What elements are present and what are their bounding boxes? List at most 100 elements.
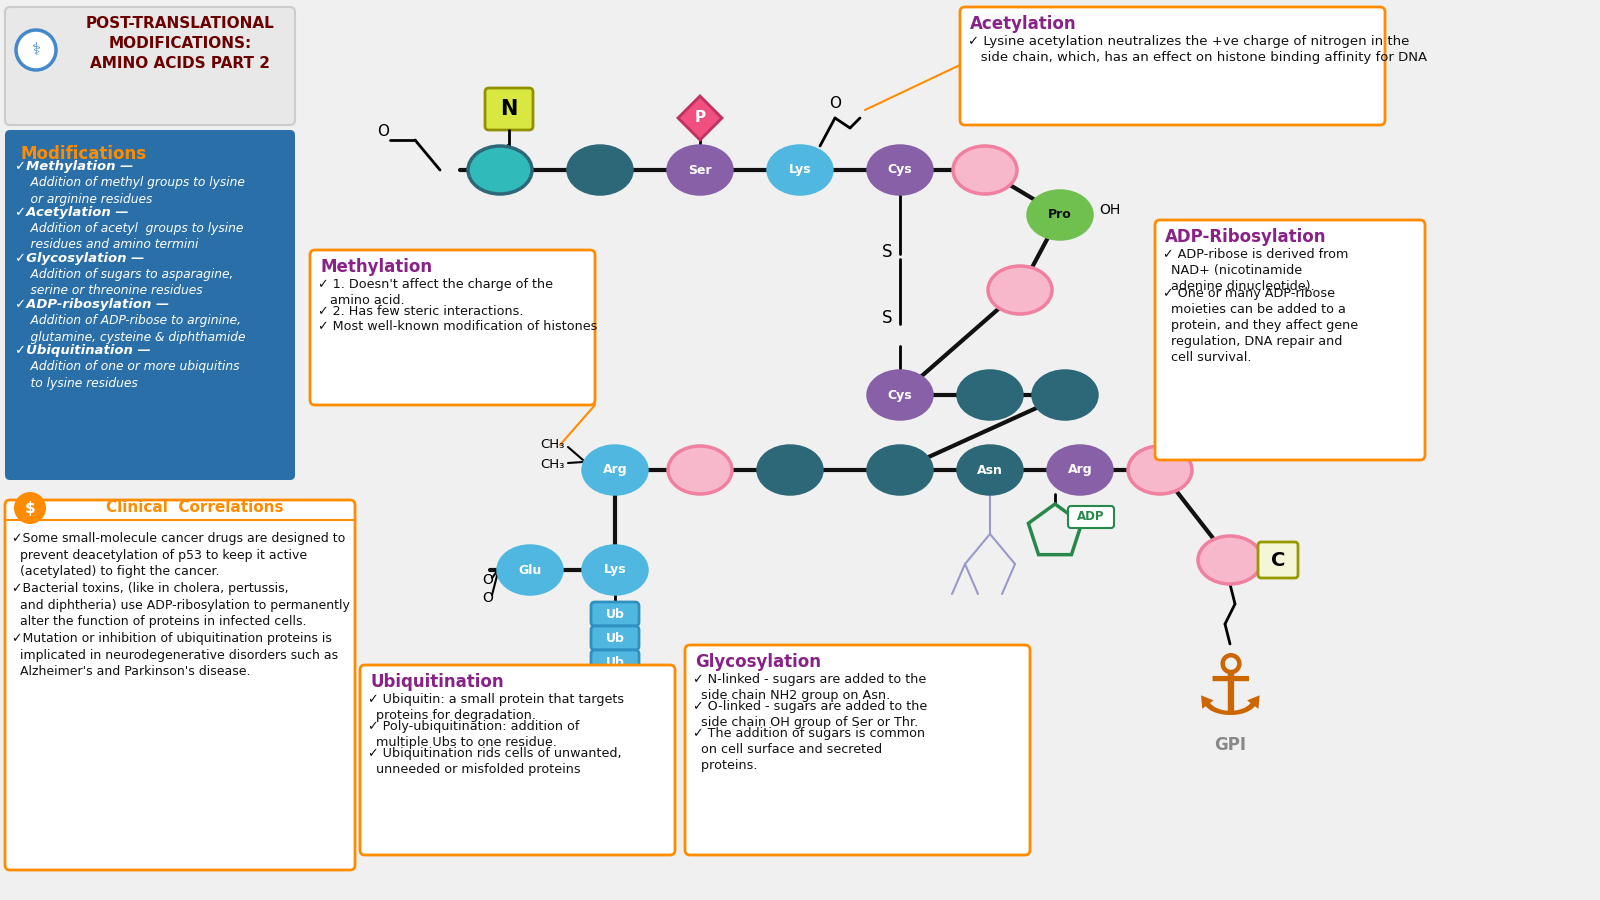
Text: ⚓: ⚓ [1192,650,1267,731]
FancyBboxPatch shape [310,250,595,405]
Ellipse shape [498,546,562,594]
Text: MODIFICATIONS:: MODIFICATIONS: [109,35,251,50]
Text: Cys: Cys [888,164,912,176]
Text: ✓ One or many ADP-ribose
  moieties can be added to a
  protein, and they affect: ✓ One or many ADP-ribose moieties can be… [1163,287,1358,364]
Ellipse shape [669,146,733,194]
FancyBboxPatch shape [485,88,533,130]
Text: Ub: Ub [605,608,624,620]
Text: CH₃: CH₃ [541,438,565,452]
Text: O: O [378,124,389,140]
Text: ✓ Most well-known modification of histones: ✓ Most well-known modification of histon… [318,320,597,333]
Polygon shape [678,96,722,140]
Text: AMINO ACIDS PART 2: AMINO ACIDS PART 2 [90,57,270,71]
Circle shape [14,492,46,524]
Text: Modifications: Modifications [19,145,146,163]
Text: ✓Mutation or inhibition of ubiquitination proteins is
  implicated in neurodegen: ✓Mutation or inhibition of ubiquitinatio… [13,632,338,678]
Text: ADP-Ribosylation: ADP-Ribosylation [1165,228,1326,246]
Text: O: O [483,591,493,605]
Ellipse shape [582,446,646,494]
Text: Arg: Arg [603,464,627,476]
Ellipse shape [867,446,931,494]
Text: P: P [694,111,706,125]
Ellipse shape [867,146,931,194]
Text: ✓ N-linked - sugars are added to the
  side chain NH2 group on Asn.: ✓ N-linked - sugars are added to the sid… [693,673,926,702]
Text: ✓ ADP-ribose is derived from
  NAD+ (nicotinamide
  adenine dinucleotide).: ✓ ADP-ribose is derived from NAD+ (nicot… [1163,248,1349,293]
Ellipse shape [758,446,822,494]
Text: Ubiquitination: Ubiquitination [370,673,504,691]
Text: GPI: GPI [1214,736,1246,754]
Text: Glycosylation: Glycosylation [694,653,821,671]
Text: O: O [829,96,842,112]
Text: Acetylation: Acetylation [970,15,1077,33]
Text: S: S [882,309,893,327]
Text: Addition of ADP-ribose to arginine,
    glutamine, cysteine & diphthamide: Addition of ADP-ribose to arginine, glut… [14,314,245,344]
Text: ✓Ubiquitination —: ✓Ubiquitination — [14,344,150,357]
Ellipse shape [954,146,1018,194]
Ellipse shape [768,146,832,194]
Text: Methylation: Methylation [320,258,432,276]
Text: OH: OH [1099,203,1120,217]
Ellipse shape [568,146,632,194]
Text: POST-TRANSLATIONAL: POST-TRANSLATIONAL [86,15,274,31]
FancyBboxPatch shape [5,500,355,870]
Text: Addition of methyl groups to lysine
    or arginine residues: Addition of methyl groups to lysine or a… [14,176,245,205]
FancyBboxPatch shape [590,626,638,650]
Text: Ser: Ser [688,164,712,176]
Text: Ub: Ub [605,655,624,669]
Ellipse shape [1034,371,1098,419]
Text: CH₃: CH₃ [541,458,565,472]
FancyBboxPatch shape [590,602,638,626]
Text: Clinical  Correlations: Clinical Correlations [106,500,283,515]
Ellipse shape [582,546,646,594]
Text: S: S [882,243,893,261]
Text: ✓ O-linked - sugars are added to the
  side chain OH group of Ser or Thr.: ✓ O-linked - sugars are added to the sid… [693,700,928,729]
Ellipse shape [958,371,1022,419]
Text: Lys: Lys [789,164,811,176]
Text: ✓ADP-ribosylation —: ✓ADP-ribosylation — [14,298,170,311]
Text: Asn: Asn [978,464,1003,476]
FancyBboxPatch shape [590,650,638,674]
Text: ✓Bacterial toxins, (like in cholera, pertussis,
  and diphtheria) use ADP-ribosy: ✓Bacterial toxins, (like in cholera, per… [13,582,350,628]
FancyBboxPatch shape [960,7,1386,125]
Text: $: $ [24,500,35,516]
FancyBboxPatch shape [5,7,294,125]
Text: Pro: Pro [1048,209,1072,221]
Ellipse shape [669,446,733,494]
Text: ✓Some small-molecule cancer drugs are designed to
  prevent deacetylation of p53: ✓Some small-molecule cancer drugs are de… [13,532,346,578]
Ellipse shape [958,446,1022,494]
Text: ADP: ADP [1077,510,1104,524]
Text: N: N [501,99,518,119]
Ellipse shape [467,146,531,194]
Text: Glu: Glu [518,563,542,577]
Text: ✓ Lysine acetylation neutralizes the +ve charge of nitrogen in the
   side chain: ✓ Lysine acetylation neutralizes the +ve… [968,35,1427,64]
Text: ✓ Ubiquitination rids cells of unwanted,
  unneeded or misfolded proteins: ✓ Ubiquitination rids cells of unwanted,… [368,747,622,776]
FancyBboxPatch shape [685,645,1030,855]
FancyBboxPatch shape [1155,220,1426,460]
FancyBboxPatch shape [5,130,294,480]
Text: ✓ 1. Doesn't affect the charge of the
   amino acid.: ✓ 1. Doesn't affect the charge of the am… [318,278,554,307]
Text: ✓ The addition of sugars is common
  on cell surface and secreted
  proteins.: ✓ The addition of sugars is common on ce… [693,727,925,772]
Text: C: C [1270,551,1285,570]
Text: Lys: Lys [603,563,626,577]
FancyBboxPatch shape [1069,506,1114,528]
Ellipse shape [1048,446,1112,494]
Text: ✓Acetylation —: ✓Acetylation — [14,206,128,219]
Text: ✓ Ubiquitin: a small protein that targets
  proteins for degradation.: ✓ Ubiquitin: a small protein that target… [368,693,624,722]
Ellipse shape [1128,446,1192,494]
Text: Addition of sugars to asparagine,
    serine or threonine residues: Addition of sugars to asparagine, serine… [14,268,234,298]
Text: Addition of one or more ubiquitins
    to lysine residues: Addition of one or more ubiquitins to ly… [14,360,240,390]
Text: O: O [483,573,493,587]
Ellipse shape [989,266,1053,314]
Text: Cys: Cys [888,389,912,401]
Text: Ub: Ub [605,632,624,644]
Text: ✓ Poly-ubiquitination: addition of
  multiple Ubs to one residue.: ✓ Poly-ubiquitination: addition of multi… [368,720,579,749]
Text: ✓Methylation —: ✓Methylation — [14,160,133,173]
Ellipse shape [1198,536,1262,584]
Text: ✓Glycosylation —: ✓Glycosylation — [14,252,144,265]
Text: Addition of acetyl  groups to lysine
    residues and amino termini: Addition of acetyl groups to lysine resi… [14,222,243,251]
Ellipse shape [1027,191,1091,239]
FancyBboxPatch shape [1258,542,1298,578]
Text: Arg: Arg [1067,464,1093,476]
Text: ⚕: ⚕ [32,41,40,59]
Ellipse shape [867,371,931,419]
